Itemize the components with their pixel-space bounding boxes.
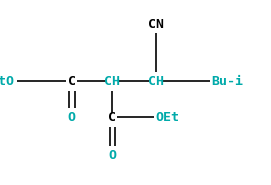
- Text: O: O: [68, 111, 76, 124]
- Text: C: C: [108, 111, 117, 124]
- Text: OEt: OEt: [156, 111, 180, 124]
- Text: Bu-i: Bu-i: [211, 75, 243, 88]
- Text: O: O: [108, 149, 117, 162]
- Text: C: C: [68, 75, 76, 88]
- Text: CN: CN: [148, 18, 164, 31]
- Text: CH: CH: [104, 75, 121, 88]
- Text: EtO: EtO: [0, 75, 15, 88]
- Text: CH: CH: [148, 75, 164, 88]
